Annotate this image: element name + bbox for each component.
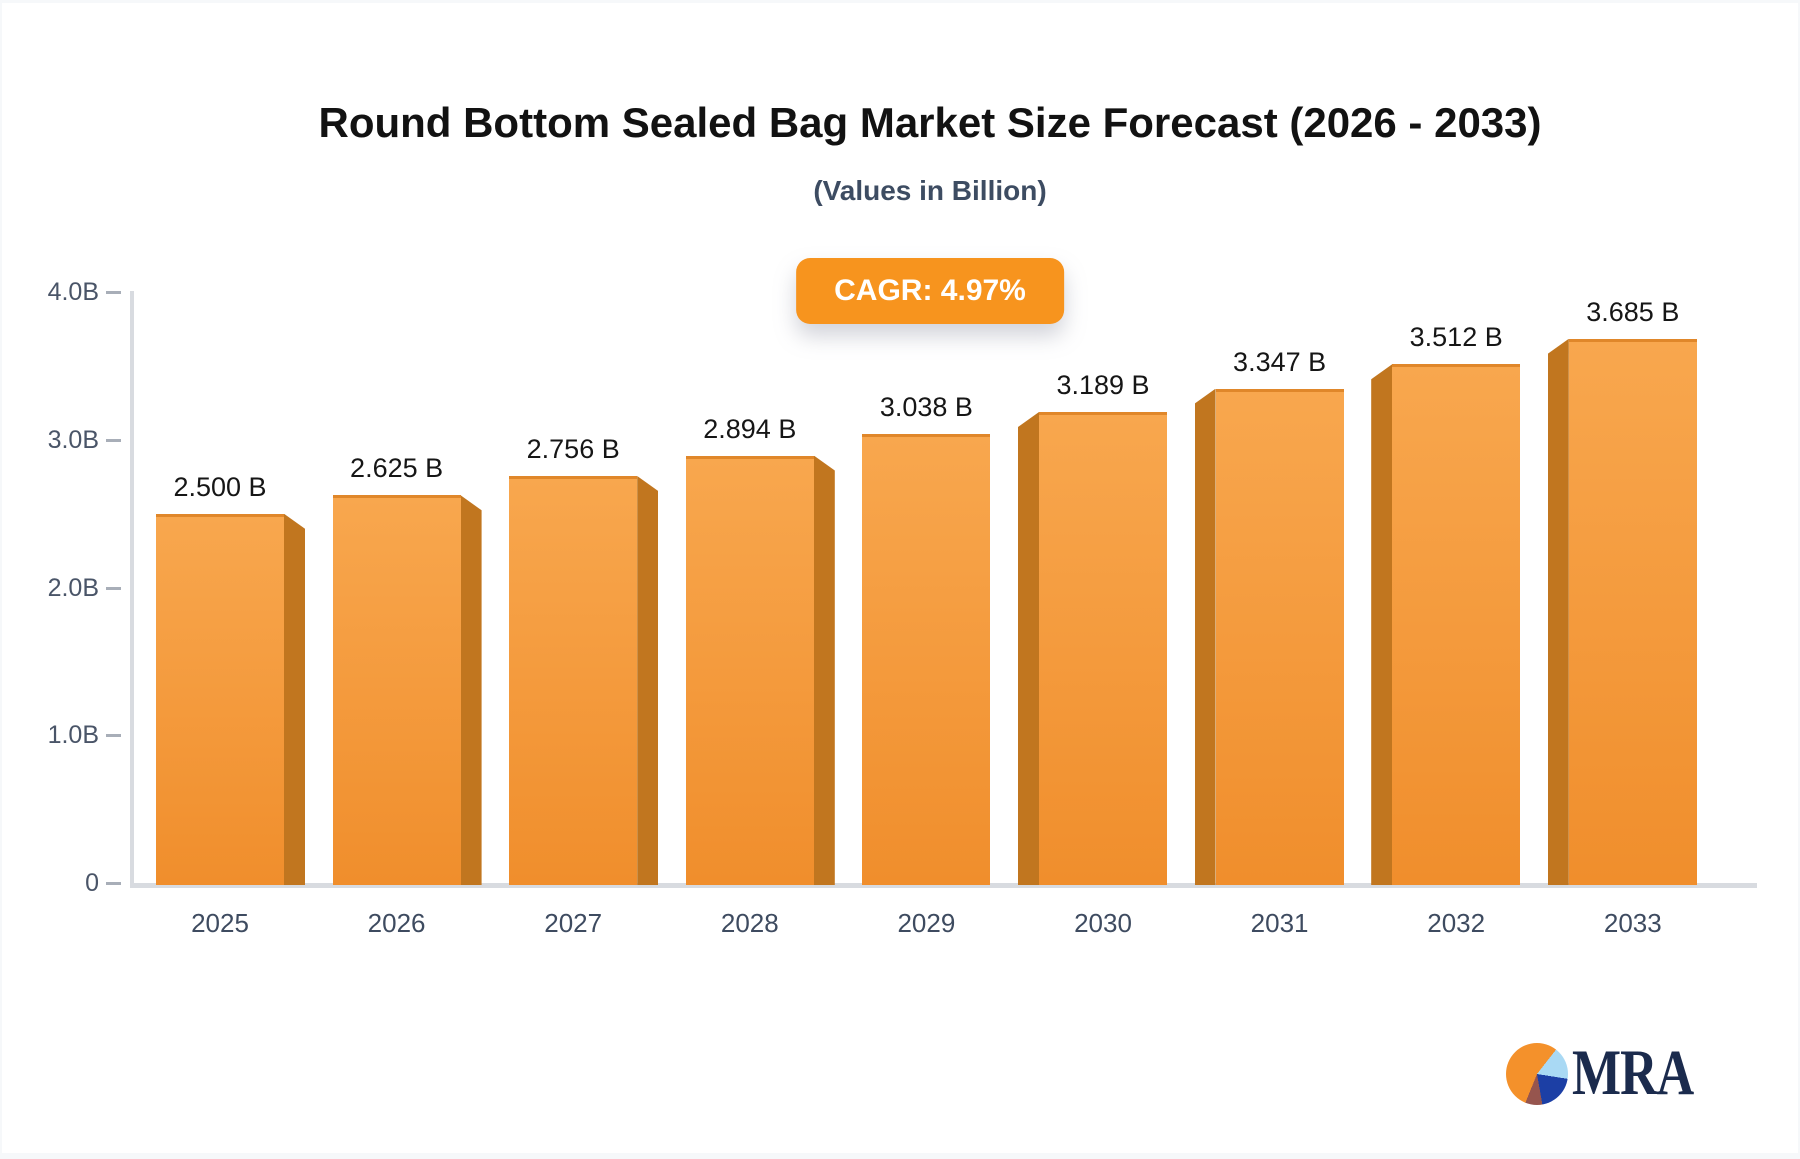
- bar-value-label: 2.625 B: [350, 453, 444, 484]
- chart-title: Round Bottom Sealed Bag Market Size Fore…: [318, 99, 1542, 146]
- y-tick-label: 2.0B: [47, 573, 99, 602]
- bar-side: [1194, 388, 1216, 885]
- x-tick-label: 2028: [720, 908, 779, 938]
- x-tick-label: 2033: [1603, 908, 1662, 938]
- bar-front: [1568, 338, 1697, 885]
- bar-side: [637, 475, 659, 885]
- bar-front: [1392, 364, 1521, 885]
- x-tick-label: 2030: [1074, 908, 1132, 938]
- x-tick-label: 2032: [1427, 908, 1486, 938]
- bar-value-label: 3.685 B: [1586, 296, 1680, 327]
- bar-front: [156, 513, 284, 885]
- bar-side: [1547, 338, 1569, 885]
- bar-value-label: 3.512 B: [1409, 322, 1503, 353]
- y-tick-mark: [106, 586, 121, 590]
- bar-value-label: 2.500 B: [173, 471, 267, 502]
- bar-side: [460, 495, 482, 885]
- y-tick-label: 4.0B: [47, 278, 99, 307]
- bar-value-label: 3.038 B: [879, 392, 973, 423]
- y-tick-label: 3.0B: [47, 425, 99, 454]
- bar-side: [1371, 364, 1393, 885]
- y-tick-mark: [106, 882, 121, 885]
- cagr-badge: CAGR: 4.97%: [796, 258, 1064, 324]
- x-tick-label: 2026: [367, 908, 426, 938]
- y-tick-label: 0: [85, 869, 99, 897]
- y-tick-mark: [106, 438, 121, 442]
- x-axis-line: [130, 883, 1757, 888]
- bar-front: [685, 455, 814, 885]
- bar-side: [1018, 411, 1039, 885]
- bar-chart-plot: 0 1.0B 2.0B 3.0B 4.0B 2.500 B 2025 2.625 B 2026 2…: [2, 3, 1800, 1159]
- y-tick-mark: [106, 734, 121, 738]
- bar-value-label: 3.189 B: [1056, 369, 1150, 400]
- bar-front: [862, 434, 991, 885]
- x-tick-label: 2031: [1250, 908, 1309, 938]
- logo-text: MRA: [1572, 1037, 1694, 1109]
- x-tick-label: 2029: [897, 908, 956, 938]
- y-tick-label: 1.0B: [47, 721, 99, 750]
- bar-value-label: 2.756 B: [526, 433, 620, 464]
- x-tick-label: 2025: [191, 908, 249, 938]
- y-axis-line: [130, 291, 134, 883]
- chart-subtitle: (Values in Billion): [813, 175, 1047, 206]
- bar-front: [332, 495, 461, 885]
- pie-chart-icon: [1506, 1043, 1568, 1105]
- bar-value-label: 2.894 B: [703, 413, 797, 444]
- mra-logo: MRA: [1506, 1038, 1694, 1109]
- bar-front: [509, 475, 638, 885]
- y-tick-mark: [106, 291, 121, 295]
- x-tick-label: 2027: [544, 908, 603, 938]
- chart-card: Round Bottom Sealed Bag Market Size Fore…: [2, 3, 1798, 1153]
- bar-front: [1215, 388, 1344, 885]
- bar-value-label: 3.347 B: [1233, 346, 1327, 377]
- bar-side: [813, 455, 835, 885]
- bar-side: [284, 513, 305, 885]
- bar-front: [1039, 411, 1167, 885]
- cagr-badge-label: CAGR: 4.97%: [834, 274, 1026, 307]
